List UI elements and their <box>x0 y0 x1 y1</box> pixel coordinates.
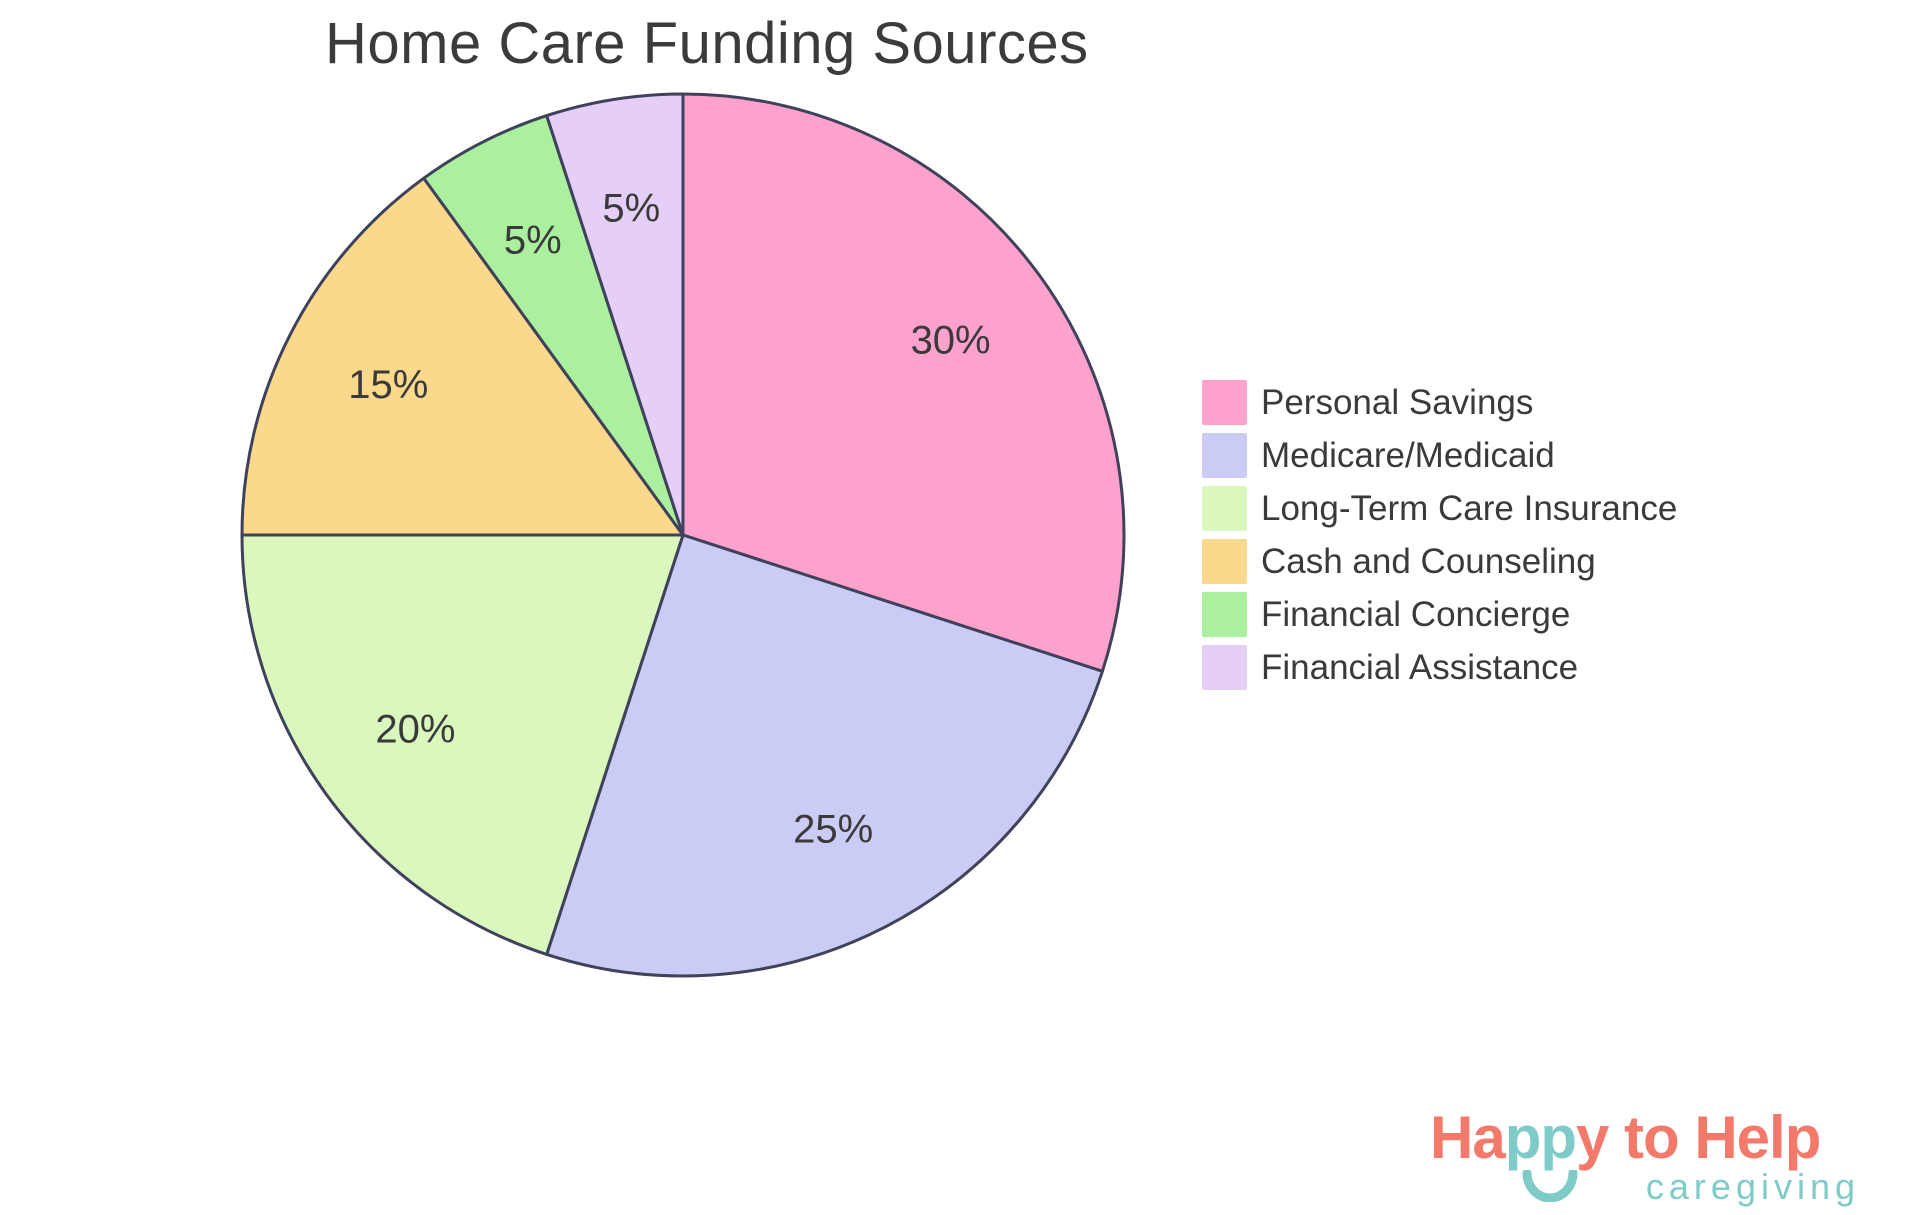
legend-swatch <box>1202 645 1247 690</box>
smile-icon <box>1522 1170 1578 1202</box>
pie-slice-financial-assistance <box>545 92 685 537</box>
slice-percentage-label: 15% <box>348 363 428 407</box>
legend-item: Cash and Counseling <box>1202 539 1677 584</box>
slice-percentage-label: 30% <box>911 319 991 363</box>
slice-percentage-label: 20% <box>375 707 455 751</box>
pie-slice-long-term-care-insurance <box>240 533 685 956</box>
legend-label: Financial Concierge <box>1261 594 1571 634</box>
legend-item: Long-Term Care Insurance <box>1202 486 1677 531</box>
chart-title: Home Care Funding Sources <box>325 11 1089 76</box>
happy-to-help-logo: Happy to Help caregiving <box>1430 1108 1862 1213</box>
legend-label: Cash and Counseling <box>1261 541 1596 581</box>
legend-label: Long-Term Care Insurance <box>1261 488 1678 528</box>
legend-item: Financial Concierge <box>1202 592 1677 637</box>
logo-tagline: caregiving <box>1645 1166 1860 1207</box>
pie-slice-medicare-medicaid <box>545 533 1104 978</box>
pie-slice-cash-and-counseling <box>240 176 685 537</box>
legend-label: Personal Savings <box>1261 382 1534 422</box>
legend-item: Medicare/Medicaid <box>1202 433 1677 478</box>
slice-percentage-label: 5% <box>602 186 660 230</box>
slice-percentage-label: 25% <box>793 808 873 852</box>
logo-text-y-to-help: y to Help <box>1576 1104 1821 1171</box>
legend-label: Medicare/Medicaid <box>1261 435 1555 475</box>
logo-wordmark: Happy to Help <box>1430 1108 1862 1168</box>
pie-slice-personal-savings <box>681 92 1126 673</box>
legend-item: Financial Assistance <box>1202 645 1677 690</box>
legend-swatch <box>1202 486 1247 531</box>
legend-item: Personal Savings <box>1202 380 1677 425</box>
legend-swatch <box>1202 539 1247 584</box>
slice-percentage-label: 5% <box>504 218 562 262</box>
logo-text-ha: Ha <box>1430 1104 1506 1171</box>
legend-swatch <box>1202 433 1247 478</box>
logo-text-pp: pp <box>1504 1104 1577 1171</box>
legend-label: Financial Assistance <box>1261 647 1579 687</box>
legend-swatch <box>1202 592 1247 637</box>
legend-swatch <box>1202 380 1247 425</box>
chart-legend: Personal Savings Medicare/Medicaid Long-Te… <box>1202 380 1677 690</box>
